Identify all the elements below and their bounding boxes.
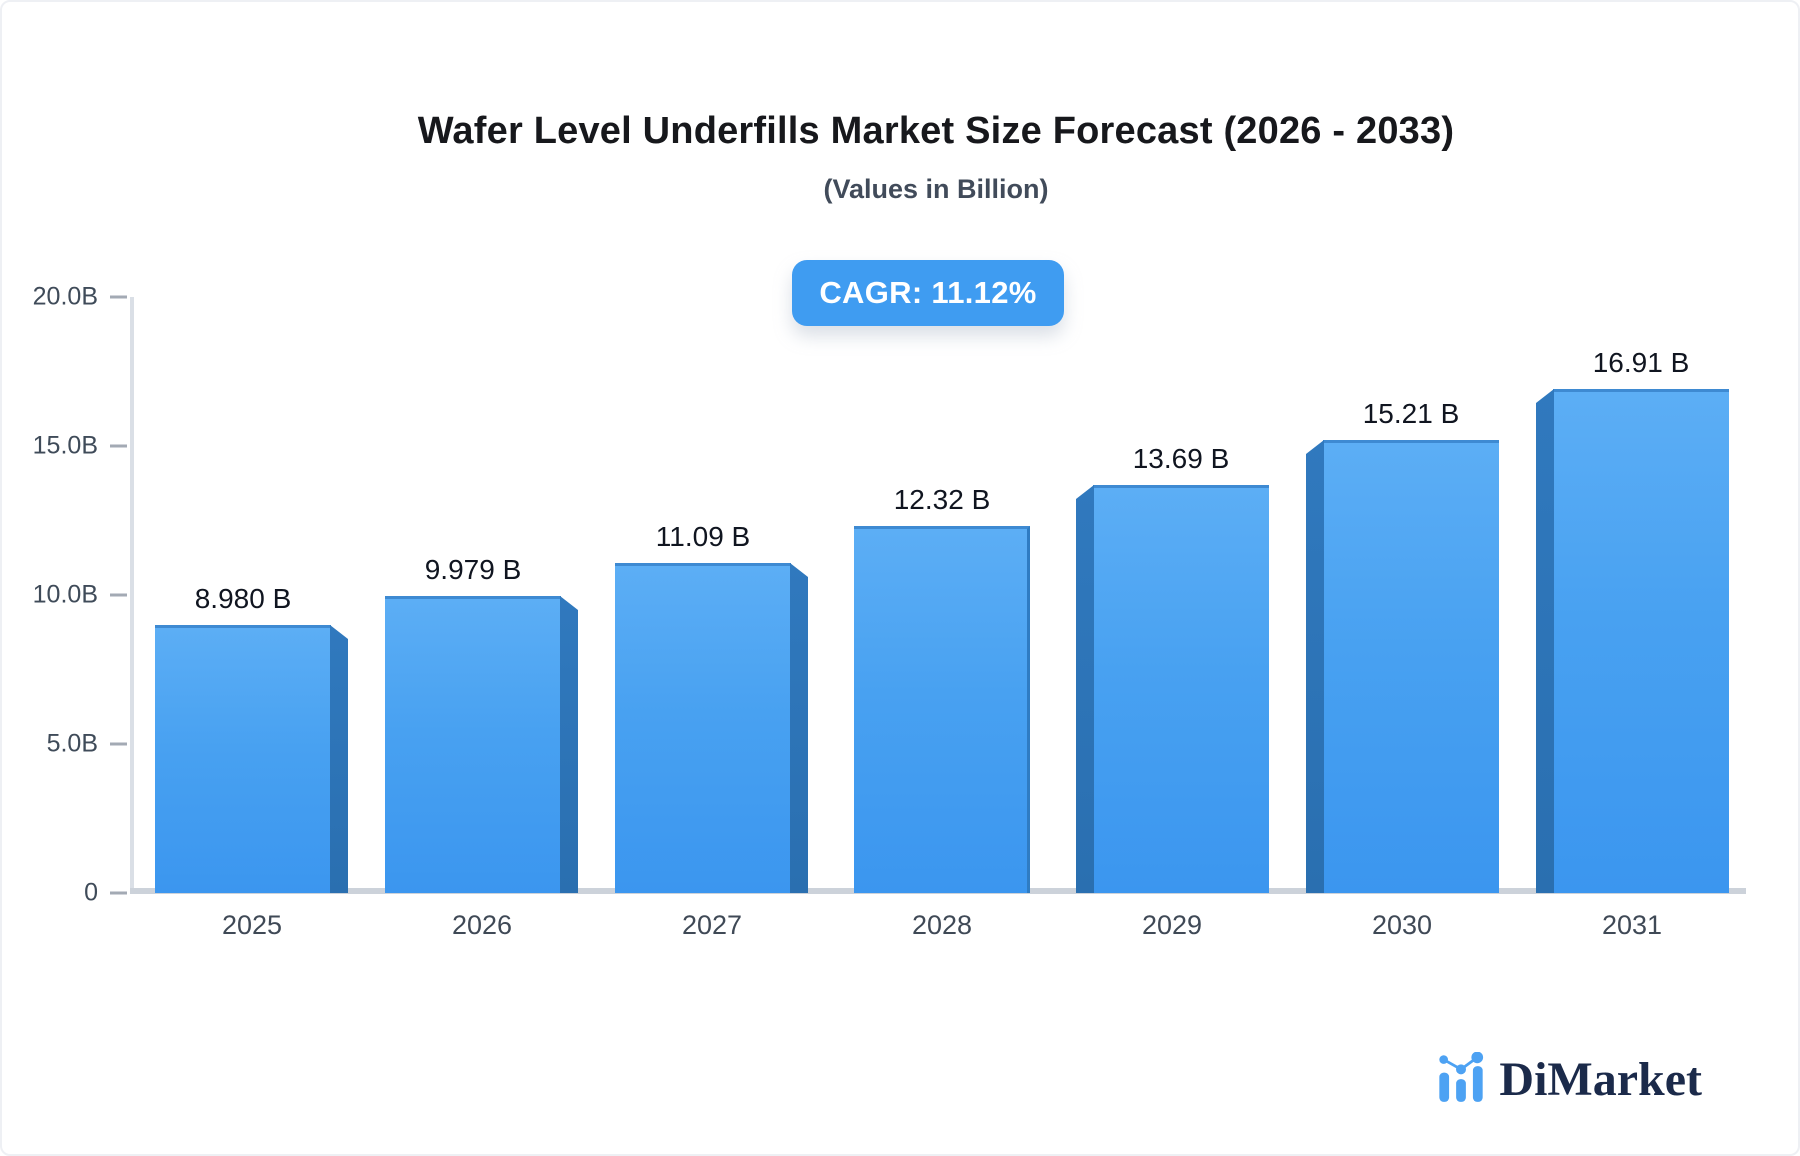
page-subtitle: (Values in Billion) <box>823 174 1049 204</box>
bar-2028 <box>854 526 1030 893</box>
y-tick-mark <box>110 593 127 597</box>
bar-3d-side <box>1306 440 1324 893</box>
brand-logo: DiMarket <box>1437 1052 1702 1104</box>
y-tick-mark <box>110 742 127 746</box>
y-tick-mark <box>110 444 127 448</box>
y-axis-line <box>130 297 134 891</box>
bar-2029 <box>1093 485 1269 893</box>
bar-line-analytics-icon <box>1439 1052 1484 1102</box>
x-tick-label-2027: 2027 <box>681 910 743 940</box>
bar-3d-side <box>330 625 348 893</box>
y-tick: 10.0B <box>2 581 132 610</box>
y-tick-label: 5.0B <box>46 729 98 758</box>
cagr-badge: CAGR: 11.12% <box>792 260 1064 326</box>
x-tick-label-2030: 2030 <box>1371 910 1433 940</box>
x-tick-label-2028: 2028 <box>911 910 973 940</box>
bar-value-label: 15.21 B <box>1362 398 1460 429</box>
bar-3d-side <box>790 563 808 893</box>
x-tick-label-2029: 2029 <box>1141 910 1203 940</box>
brand-name: DiMarket <box>1499 1053 1702 1106</box>
bar-value-label: 13.69 B <box>1132 443 1230 474</box>
y-tick: 0 <box>2 879 132 908</box>
y-tick-mark <box>110 295 127 299</box>
x-axis: 2025 2026 2027 2028 2029 2030 2031 <box>132 910 1746 950</box>
bar-2031 <box>1553 389 1729 893</box>
bar-3d-side <box>1076 485 1094 893</box>
y-tick-label: 10.0B <box>32 580 98 609</box>
x-tick-label-2026: 2026 <box>451 910 513 940</box>
bar-value-label: 12.32 B <box>893 484 991 515</box>
y-tick-mark <box>110 891 127 895</box>
bar-3d-side <box>560 596 578 893</box>
bar-2026 <box>385 596 561 893</box>
y-tick-label: 15.0B <box>32 431 98 460</box>
bar-value-label: 16.91 B <box>1592 347 1690 378</box>
bar-2025 <box>155 625 331 893</box>
bar-value-label: 9.979 B <box>424 554 522 585</box>
bar-2027 <box>615 563 791 893</box>
y-tick: 20.0B <box>2 283 132 312</box>
cagr-badge-label: CAGR: 11.12% <box>819 275 1037 310</box>
bar-value-label: 8.980 B <box>194 583 292 614</box>
x-tick-label-2031: 2031 <box>1601 910 1663 940</box>
y-tick-label: 20.0B <box>32 282 98 311</box>
bar-2030 <box>1323 440 1499 893</box>
x-tick-label-2025: 2025 <box>221 910 283 940</box>
bar-value-label: 11.09 B <box>655 521 751 552</box>
y-tick-label: 0 <box>84 878 98 907</box>
bar-3d-side <box>1536 389 1554 893</box>
y-tick: 15.0B <box>2 432 132 461</box>
page-title: Wafer Level Underfills Market Size Forec… <box>417 110 1455 152</box>
y-tick: 5.0B <box>2 730 132 759</box>
y-axis: 0 5.0B 10.0B 15.0B 20.0B <box>2 283 132 907</box>
plot-area: 8.980 B 9.979 B 11.09 B 12.32 B 13.69 B 15.21… <box>132 297 1746 893</box>
